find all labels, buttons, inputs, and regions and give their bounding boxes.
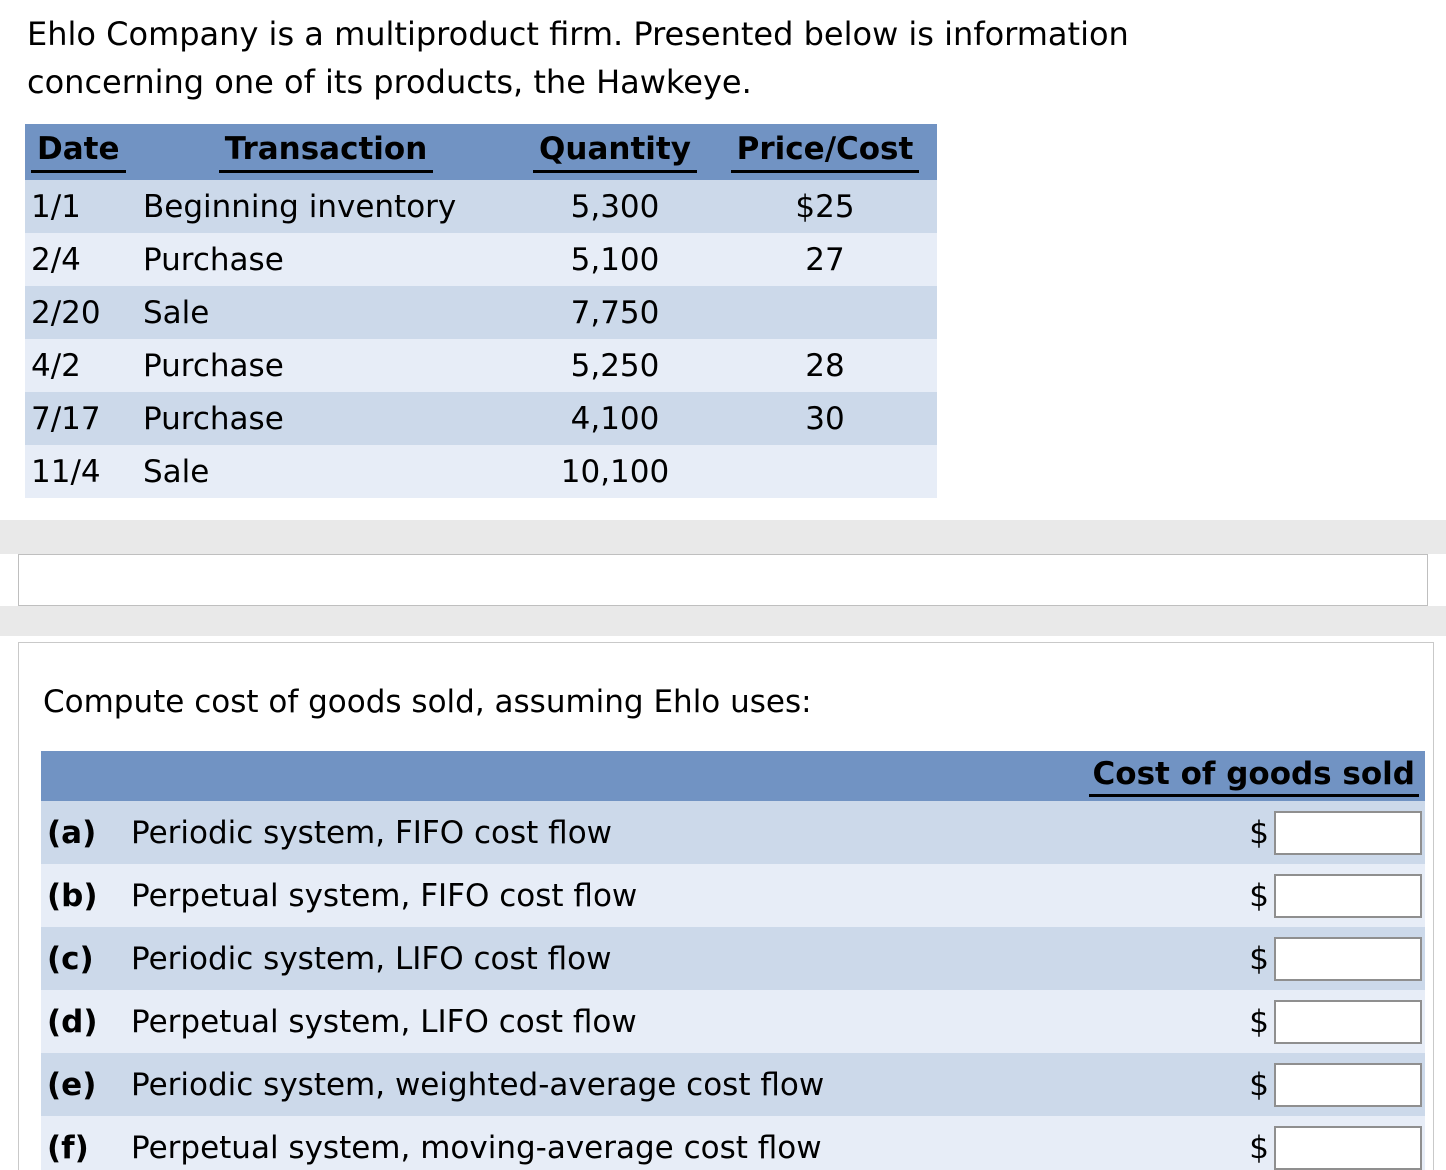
row-label: (d) bbox=[47, 1003, 98, 1040]
row-description: Periodic system, LIFO cost flow bbox=[131, 940, 612, 977]
transaction-cell: Sale bbox=[143, 294, 210, 331]
row-label: (f) bbox=[47, 1129, 89, 1166]
cogs-input-e[interactable] bbox=[1274, 1062, 1422, 1107]
cogs-row-a: (a) Periodic system, FIFO cost flow $ bbox=[41, 801, 1425, 864]
row-label: (b) bbox=[47, 877, 98, 914]
column-header-quantity: Quantity bbox=[517, 131, 713, 173]
column-header-date: Date bbox=[25, 131, 135, 173]
transaction-cell: Beginning inventory bbox=[143, 188, 457, 225]
date-cell: 1/1 bbox=[31, 188, 81, 225]
dollar-sign: $ bbox=[1249, 814, 1269, 851]
answer-box-container bbox=[0, 554, 1446, 606]
transaction-cell: Sale bbox=[143, 453, 210, 490]
date-cell: 7/17 bbox=[31, 400, 101, 437]
row-description: Periodic system, FIFO cost flow bbox=[131, 814, 613, 851]
cogs-table-header: Cost of goods sold bbox=[41, 751, 1425, 801]
separator-band bbox=[0, 520, 1446, 554]
cogs-table: Cost of goods sold (a) Periodic system, … bbox=[41, 751, 1425, 1170]
price-cell: 30 bbox=[805, 400, 845, 437]
problem-statement: Ehlo Company is a multiproduct firm. Pre… bbox=[27, 15, 1129, 101]
cogs-row-c: (c) Periodic system, LIFO cost flow $ bbox=[41, 927, 1425, 990]
quantity-cell: 7,750 bbox=[570, 294, 660, 331]
dollar-sign: $ bbox=[1249, 940, 1269, 977]
quantity-cell: 10,100 bbox=[560, 453, 670, 490]
table-row: 11/4 Sale 10,100 bbox=[25, 445, 937, 498]
price-cell: $25 bbox=[795, 188, 855, 225]
dollar-sign: $ bbox=[1249, 877, 1269, 914]
cogs-input-b[interactable] bbox=[1274, 873, 1422, 918]
inventory-table: Date Transaction Quantity Price/Cost 1/1… bbox=[25, 124, 937, 498]
cogs-row-d: (d) Perpetual system, LIFO cost flow $ bbox=[41, 990, 1425, 1053]
row-description: Perpetual system, moving-average cost fl… bbox=[131, 1129, 822, 1166]
compute-panel: Compute cost of goods sold, assuming Ehl… bbox=[18, 642, 1434, 1170]
row-description: Perpetual system, LIFO cost flow bbox=[131, 1003, 637, 1040]
row-label: (a) bbox=[47, 814, 97, 851]
cogs-row-f: (f) Perpetual system, moving-average cos… bbox=[41, 1116, 1425, 1170]
separator-band bbox=[0, 606, 1446, 636]
cogs-input-a[interactable] bbox=[1274, 810, 1422, 855]
transaction-cell: Purchase bbox=[143, 241, 284, 278]
quantity-cell: 4,100 bbox=[570, 400, 660, 437]
row-label: (c) bbox=[47, 940, 94, 977]
table-row: 2/4 Purchase 5,100 27 bbox=[25, 233, 937, 286]
dollar-sign: $ bbox=[1249, 1066, 1269, 1103]
row-label: (e) bbox=[47, 1066, 97, 1103]
table-row: 2/20 Sale 7,750 bbox=[25, 286, 937, 339]
column-header-cost-of-goods-sold: Cost of goods sold bbox=[1088, 756, 1419, 797]
quantity-cell: 5,100 bbox=[570, 241, 660, 278]
column-header-transaction: Transaction bbox=[135, 131, 517, 173]
date-cell: 4/2 bbox=[31, 347, 81, 384]
cogs-row-e: (e) Periodic system, weighted-average co… bbox=[41, 1053, 1425, 1116]
cogs-row-b: (b) Perpetual system, FIFO cost flow $ bbox=[41, 864, 1425, 927]
table-row: 7/17 Purchase 4,100 30 bbox=[25, 392, 937, 445]
cogs-input-c[interactable] bbox=[1274, 936, 1422, 981]
transaction-cell: Purchase bbox=[143, 347, 284, 384]
date-cell: 11/4 bbox=[31, 453, 101, 490]
quantity-cell: 5,250 bbox=[570, 347, 660, 384]
price-cell: 28 bbox=[805, 347, 845, 384]
cogs-input-f[interactable] bbox=[1274, 1125, 1422, 1170]
date-cell: 2/20 bbox=[31, 294, 101, 331]
quantity-cell: 5,300 bbox=[570, 188, 660, 225]
table-row: 1/1 Beginning inventory 5,300 $25 bbox=[25, 180, 937, 233]
table-row: 4/2 Purchase 5,250 28 bbox=[25, 339, 937, 392]
dollar-sign: $ bbox=[1249, 1129, 1269, 1166]
dollar-sign: $ bbox=[1249, 1003, 1269, 1040]
answer-input[interactable] bbox=[18, 554, 1428, 606]
price-cell: 27 bbox=[805, 241, 845, 278]
column-header-price-cost: Price/Cost bbox=[713, 131, 937, 173]
compute-prompt: Compute cost of goods sold, assuming Ehl… bbox=[43, 684, 812, 720]
row-description: Perpetual system, FIFO cost flow bbox=[131, 877, 638, 914]
date-cell: 2/4 bbox=[31, 241, 81, 278]
cogs-input-d[interactable] bbox=[1274, 999, 1422, 1044]
transaction-cell: Purchase bbox=[143, 400, 284, 437]
row-description: Periodic system, weighted-average cost f… bbox=[131, 1066, 825, 1103]
inventory-table-header: Date Transaction Quantity Price/Cost bbox=[25, 124, 937, 180]
